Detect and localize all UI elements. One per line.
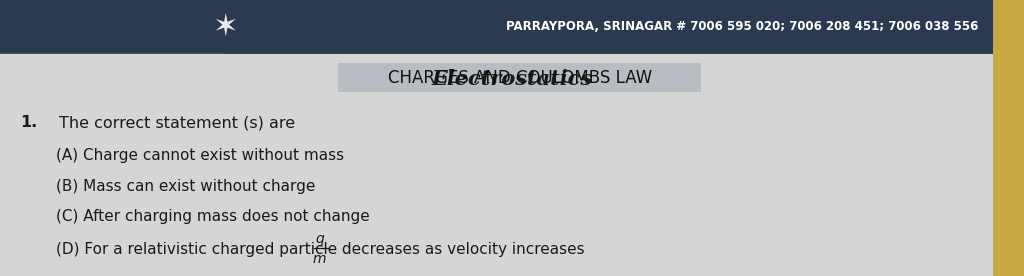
FancyBboxPatch shape xyxy=(338,63,701,92)
Text: 1.: 1. xyxy=(20,115,38,130)
Text: m: m xyxy=(312,252,327,266)
FancyBboxPatch shape xyxy=(0,0,993,54)
Text: ✶: ✶ xyxy=(213,12,238,41)
Text: (D) For a relativistic charged particle: (D) For a relativistic charged particle xyxy=(56,242,342,257)
Text: (A) Charge cannot exist without mass: (A) Charge cannot exist without mass xyxy=(56,148,344,163)
Text: (C) After charging mass does not change: (C) After charging mass does not change xyxy=(56,209,370,224)
Text: (B) Mass can exist without charge: (B) Mass can exist without charge xyxy=(56,179,315,194)
Text: decreases as velocity increases: decreases as velocity increases xyxy=(337,242,585,257)
Text: Electrostatics: Electrostatics xyxy=(431,69,593,89)
Text: q: q xyxy=(315,232,324,246)
Text: PARRAYPORA, SRINAGAR # 7006 595 020; 7006 208 451; 7006 038 556: PARRAYPORA, SRINAGAR # 7006 595 020; 700… xyxy=(506,20,978,33)
Text: The correct statement (s) are: The correct statement (s) are xyxy=(59,115,296,130)
Text: CHARGES AND COULOMBS LAW: CHARGES AND COULOMBS LAW xyxy=(387,69,652,87)
Wedge shape xyxy=(0,54,225,115)
FancyBboxPatch shape xyxy=(993,0,1024,276)
FancyBboxPatch shape xyxy=(0,54,993,276)
